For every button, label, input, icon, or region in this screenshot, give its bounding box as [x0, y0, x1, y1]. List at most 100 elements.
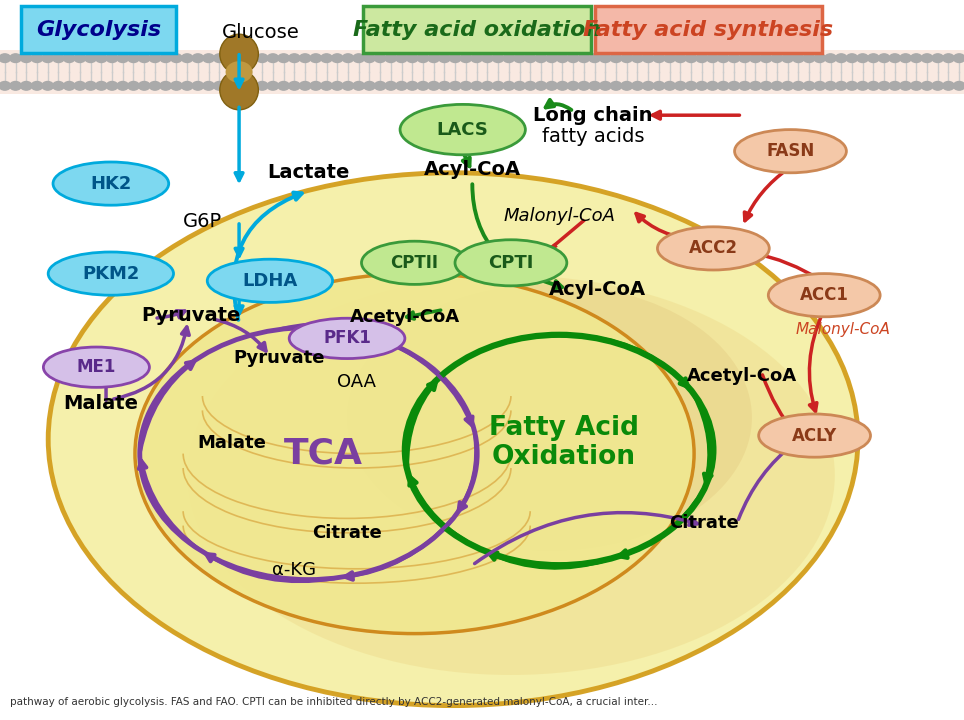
Circle shape — [417, 54, 429, 63]
Circle shape — [728, 81, 739, 90]
Circle shape — [470, 81, 482, 90]
Circle shape — [20, 81, 32, 90]
Circle shape — [332, 81, 343, 90]
Circle shape — [85, 81, 96, 90]
Text: ME1: ME1 — [77, 358, 116, 376]
Circle shape — [288, 81, 300, 90]
Circle shape — [589, 81, 601, 90]
Circle shape — [631, 81, 643, 90]
Circle shape — [535, 81, 547, 90]
Circle shape — [953, 54, 964, 63]
Circle shape — [482, 81, 494, 90]
Text: Pyruvate: Pyruvate — [234, 348, 325, 366]
Text: CPTII: CPTII — [390, 254, 439, 271]
Circle shape — [235, 54, 247, 63]
Ellipse shape — [400, 104, 525, 155]
Circle shape — [556, 81, 568, 90]
Ellipse shape — [53, 162, 169, 205]
Circle shape — [74, 81, 86, 90]
Circle shape — [407, 81, 418, 90]
Text: Malonyl-CoA: Malonyl-CoA — [796, 322, 891, 336]
Circle shape — [878, 81, 890, 90]
Circle shape — [127, 81, 139, 90]
Text: Fatty acid oxidation: Fatty acid oxidation — [353, 19, 602, 40]
Circle shape — [761, 81, 772, 90]
Circle shape — [139, 81, 150, 90]
Circle shape — [493, 81, 504, 90]
Text: G6P: G6P — [183, 212, 222, 230]
Text: Acetyl-CoA: Acetyl-CoA — [350, 307, 460, 325]
Circle shape — [664, 54, 676, 63]
Circle shape — [428, 81, 440, 90]
Ellipse shape — [220, 71, 258, 109]
Circle shape — [675, 81, 686, 90]
Circle shape — [299, 54, 310, 63]
Circle shape — [213, 54, 225, 63]
Circle shape — [139, 54, 150, 63]
Ellipse shape — [347, 284, 752, 551]
Circle shape — [578, 81, 590, 90]
Circle shape — [792, 54, 804, 63]
Circle shape — [396, 81, 408, 90]
Circle shape — [41, 81, 53, 90]
Circle shape — [750, 81, 762, 90]
Text: pathway of aerobic glycolysis. FAS and FAO. CPTI can be inhibited directly by AC: pathway of aerobic glycolysis. FAS and F… — [10, 697, 657, 707]
Circle shape — [85, 54, 96, 63]
Circle shape — [20, 54, 32, 63]
Circle shape — [202, 54, 214, 63]
Circle shape — [246, 81, 257, 90]
Circle shape — [654, 81, 665, 90]
Text: CPTI: CPTI — [488, 254, 534, 271]
Circle shape — [803, 81, 815, 90]
Circle shape — [836, 81, 847, 90]
Circle shape — [761, 54, 772, 63]
Text: Acetyl-CoA: Acetyl-CoA — [687, 367, 797, 384]
Text: fatty acids: fatty acids — [542, 127, 644, 146]
Text: HK2: HK2 — [91, 175, 131, 192]
Circle shape — [106, 54, 118, 63]
Text: ACC1: ACC1 — [800, 287, 848, 304]
Circle shape — [95, 54, 107, 63]
Circle shape — [707, 54, 718, 63]
Circle shape — [95, 81, 107, 90]
Text: ACLY: ACLY — [792, 426, 837, 444]
Circle shape — [899, 81, 911, 90]
Text: OAA: OAA — [337, 373, 376, 390]
Circle shape — [31, 54, 42, 63]
Text: LACS: LACS — [437, 120, 489, 138]
Circle shape — [600, 54, 611, 63]
Circle shape — [568, 81, 579, 90]
Text: Malonyl-CoA: Malonyl-CoA — [503, 207, 615, 225]
Text: TCA: TCA — [283, 436, 362, 471]
Circle shape — [363, 54, 375, 63]
Circle shape — [568, 54, 579, 63]
Circle shape — [482, 54, 494, 63]
Circle shape — [943, 54, 954, 63]
Ellipse shape — [735, 130, 846, 173]
Text: FASN: FASN — [766, 142, 815, 160]
Circle shape — [707, 81, 718, 90]
Circle shape — [696, 81, 708, 90]
Circle shape — [439, 54, 450, 63]
Text: Fatty Acid: Fatty Acid — [489, 415, 639, 441]
Circle shape — [31, 81, 42, 90]
Text: Glucose: Glucose — [222, 23, 299, 42]
Circle shape — [600, 81, 611, 90]
Circle shape — [267, 81, 279, 90]
Circle shape — [460, 54, 471, 63]
Circle shape — [642, 54, 654, 63]
Circle shape — [192, 54, 203, 63]
Circle shape — [181, 54, 193, 63]
Circle shape — [578, 54, 590, 63]
Text: PFK1: PFK1 — [323, 329, 371, 347]
Circle shape — [825, 81, 837, 90]
Circle shape — [353, 54, 364, 63]
Circle shape — [610, 81, 622, 90]
Circle shape — [932, 54, 944, 63]
Circle shape — [911, 81, 923, 90]
Circle shape — [696, 54, 708, 63]
Ellipse shape — [759, 414, 870, 457]
Circle shape — [589, 54, 601, 63]
Circle shape — [610, 54, 622, 63]
Text: Glycolysis: Glycolysis — [37, 19, 161, 40]
